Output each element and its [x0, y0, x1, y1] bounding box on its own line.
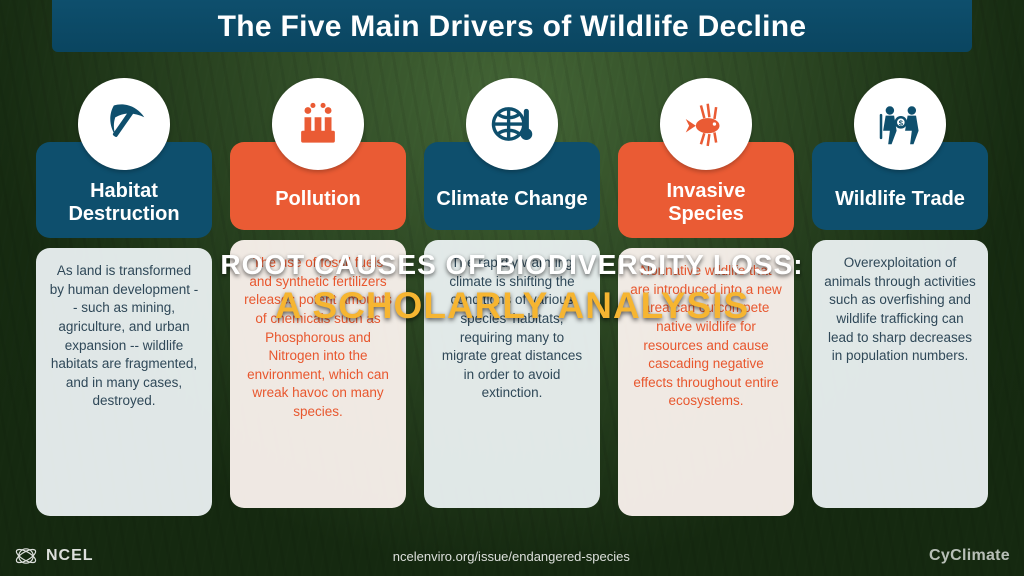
footer-url: ncelenviro.org/issue/endangered-species: [393, 549, 630, 564]
cards-row: Habitat Destruction As land is transform…: [0, 78, 1024, 516]
card-body: As land is transformed by human developm…: [36, 248, 212, 516]
card-body: The rapidly warming climate is shifting …: [424, 240, 600, 508]
poaching-icon: $: [854, 78, 946, 170]
lionfish-icon: [660, 78, 752, 170]
card-body: The use of fossil fuels and synthetic fe…: [230, 240, 406, 508]
ncel-logo: NCEL: [14, 544, 94, 568]
ncel-text: NCEL: [46, 547, 94, 565]
brand-right: CyClimate: [929, 547, 1010, 565]
banner-title: The Five Main Drivers of Wildlife Declin…: [52, 0, 972, 52]
card-habitat: Habitat Destruction As land is transform…: [36, 78, 212, 516]
card-invasive: Invasive Species Nonnative wildlife that…: [618, 78, 794, 516]
infographic-stage: The Five Main Drivers of Wildlife Declin…: [0, 0, 1024, 576]
card-climate: Climate Change The rapidly warming clima…: [424, 78, 600, 516]
globe-thermometer-icon: [466, 78, 558, 170]
card-pollution: Pollution The use of fossil fuels and sy…: [230, 78, 406, 516]
card-trade: $ Wildlife Trade Overexploitation of ani…: [812, 78, 988, 516]
card-body: Nonnative wildlife that are introduced i…: [618, 248, 794, 516]
ncel-mark-icon: [14, 544, 38, 568]
factory-icon: [272, 78, 364, 170]
footer: NCEL ncelenviro.org/issue/endangered-spe…: [14, 544, 1010, 568]
card-body: Overexploitation of animals through acti…: [812, 240, 988, 508]
pickaxe-icon: [78, 78, 170, 170]
